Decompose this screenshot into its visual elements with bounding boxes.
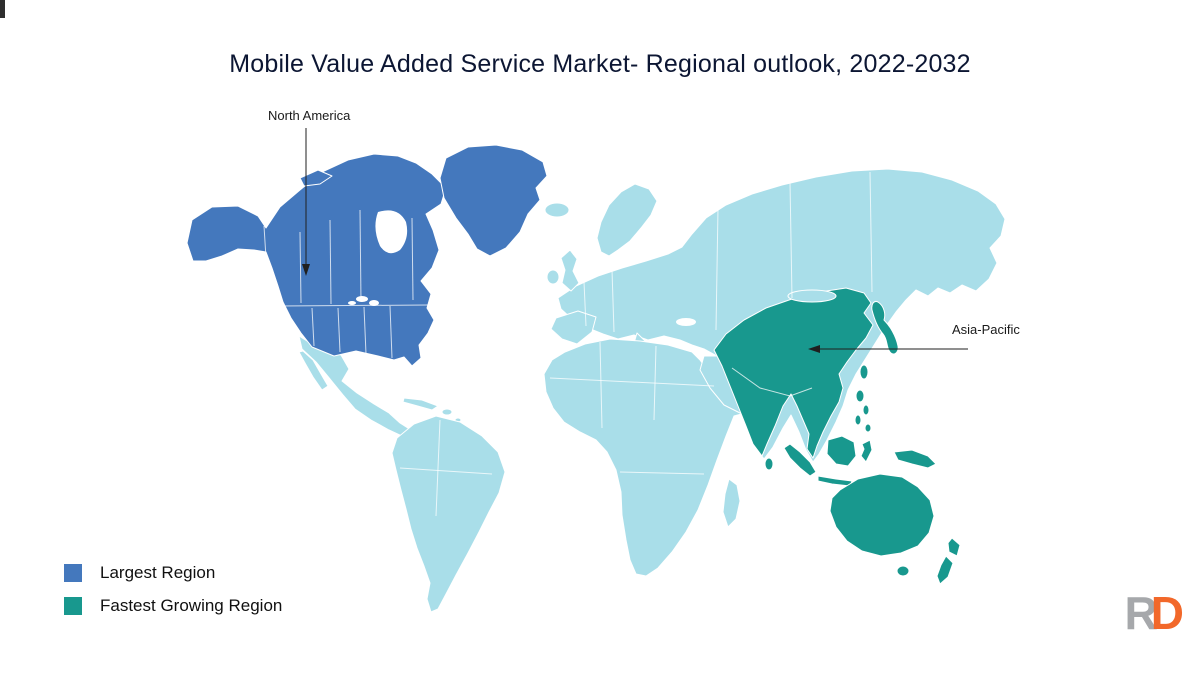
baja-peninsula: [298, 350, 329, 391]
mongolia-patch-group: [787, 289, 837, 303]
border-line: [869, 171, 873, 293]
new-guinea-island: [893, 449, 937, 469]
island: [855, 389, 865, 403]
country-borders-group: [263, 171, 873, 517]
hudson-bay: [375, 210, 408, 254]
cuba-island: [402, 397, 439, 411]
sumatra-island: [783, 443, 817, 477]
legend-label: Largest Region: [100, 563, 216, 582]
brand-logo: RD: [1125, 590, 1184, 636]
island: [544, 202, 570, 218]
border-line: [611, 269, 615, 333]
great-lake: [348, 301, 356, 305]
asia-pacific-region: [713, 287, 874, 459]
legend-item-fastest-growing-region: Fastest Growing Region: [64, 596, 282, 616]
north-america-region: [186, 153, 447, 367]
south-america-landmass: [391, 415, 506, 613]
border-line: [359, 209, 362, 303]
legend-label: Fastest Growing Region: [100, 596, 283, 615]
legend-item-largest-region: Largest Region: [64, 563, 282, 583]
border-line: [411, 217, 414, 301]
island: [864, 423, 872, 433]
page-title: Mobile Value Added Service Market- Regio…: [229, 50, 971, 78]
asia-pacific-arrowhead: [808, 345, 820, 353]
uk-landmass: [560, 249, 580, 292]
great-lake: [356, 296, 368, 302]
border-line: [263, 225, 267, 259]
australia-region: [829, 473, 935, 557]
north-america-label: North America: [268, 108, 351, 123]
fastest-growing-region-group: [713, 287, 961, 585]
japan-islands: [871, 301, 899, 355]
largest-region-group: [186, 144, 548, 367]
border-line: [583, 281, 587, 327]
asia-pacific-label: Asia-Pacific: [952, 322, 1020, 337]
great-lake: [369, 300, 379, 306]
border-line: [329, 219, 332, 305]
new-zealand-north-island: [947, 537, 961, 557]
sulawesi-island: [860, 439, 873, 463]
scandinavia-landmass: [596, 183, 658, 257]
tasmania-island: [896, 565, 910, 577]
border-line: [715, 207, 719, 331]
border-line: [435, 419, 441, 517]
border-line: [619, 471, 705, 475]
annotation-lines-group: [302, 128, 968, 353]
sri-lanka-island: [764, 457, 774, 471]
fastest-growing-region-swatch: [64, 597, 82, 615]
island: [441, 408, 453, 416]
arctic-island: [299, 169, 333, 187]
border-line: [599, 341, 603, 429]
iberia-landmass: [550, 310, 597, 345]
island: [862, 404, 870, 416]
java-island: [817, 475, 853, 487]
border-line: [549, 377, 715, 387]
taiwan-island: [859, 364, 869, 380]
border-line: [279, 304, 429, 307]
corner-mark: [0, 0, 5, 18]
border-line: [299, 231, 302, 304]
borneo-island: [826, 435, 857, 467]
border-line: [363, 306, 367, 355]
border-line: [789, 181, 793, 299]
mongolia-patch: [787, 289, 837, 303]
north-america-arrowhead: [302, 264, 310, 276]
border-line: [389, 305, 393, 359]
border-line: [399, 467, 493, 475]
africa-landmass: [543, 338, 759, 577]
border-line: [653, 345, 657, 421]
logo-letter-r: R: [1124, 587, 1158, 639]
greenland-region: [439, 144, 548, 257]
legend: Largest Region Fastest Growing Region: [64, 563, 282, 616]
largest-region-swatch: [64, 564, 82, 582]
island: [546, 269, 560, 285]
logo-letter-d: D: [1150, 587, 1184, 639]
new-zealand-south-island: [936, 555, 954, 585]
border-line: [311, 307, 315, 347]
black-sea: [676, 318, 696, 326]
border-line: [337, 307, 341, 353]
inland-water-group: [348, 210, 696, 326]
border-line: [731, 367, 813, 397]
madagascar-island: [722, 478, 741, 528]
island: [854, 414, 862, 426]
